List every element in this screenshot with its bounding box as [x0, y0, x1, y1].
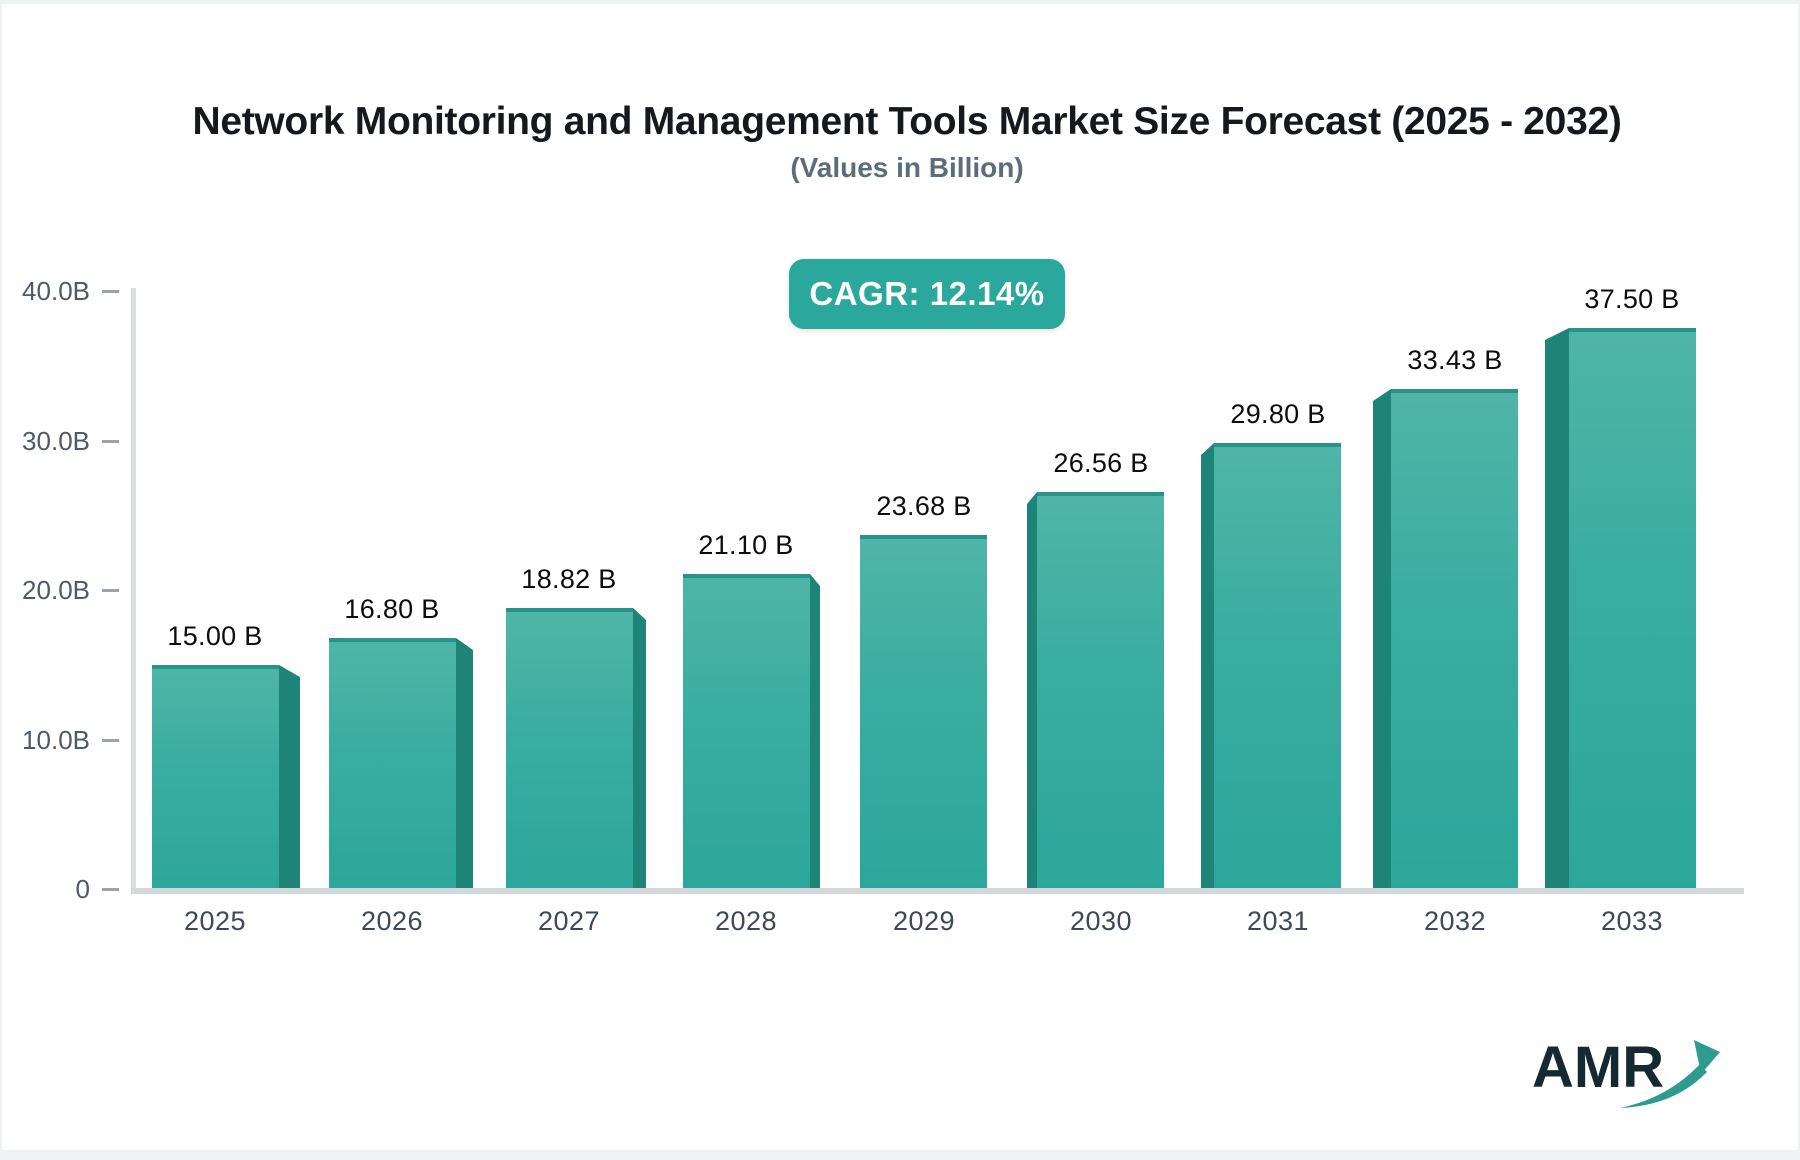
bar-2028 — [683, 574, 820, 891]
bar-value-label-2028: 21.10 B — [698, 530, 794, 560]
bar-face-2028 — [683, 574, 810, 891]
y-tick-label-20.0B: 20.0B — [22, 575, 90, 605]
bar-side-2030 — [1027, 492, 1037, 891]
bar-face-2026 — [329, 638, 456, 891]
bar-2031 — [1201, 443, 1341, 891]
x-tick-label-2028: 2028 — [714, 906, 778, 936]
bar-value-label-2030: 26.56 B — [1053, 448, 1149, 478]
bar-value-label-2026: 16.80 B — [344, 594, 440, 624]
bar-side-2027 — [633, 608, 646, 891]
y-tick-mark-40.0B — [102, 290, 119, 293]
bar-face-2031 — [1214, 443, 1341, 891]
bar-face-2027 — [506, 608, 633, 891]
chart-subtitle: (Values in Billion) — [790, 152, 1024, 183]
bar-2026 — [329, 638, 473, 891]
bar-side-2031 — [1201, 443, 1214, 891]
bar-value-label-2032: 33.43 B — [1407, 345, 1503, 375]
amr-logo-text: AMR — [1532, 1035, 1665, 1100]
bar-value-label-2025: 15.00 B — [167, 621, 263, 651]
bar-side-2033 — [1545, 328, 1569, 891]
bar-side-2028 — [810, 574, 820, 891]
y-tick-mark-20.0B — [102, 589, 119, 592]
chart-title: Network Monitoring and Management Tools … — [192, 100, 1622, 143]
x-tick-label-2032: 2032 — [1423, 906, 1487, 936]
bar-value-label-2027: 18.82 B — [521, 564, 617, 594]
bar-side-2026 — [456, 638, 473, 891]
growth-arrow-icon — [1620, 1040, 1720, 1108]
bar-value-label-2033: 37.50 B — [1584, 284, 1680, 314]
cagr-badge: CAGR: 12.14% — [789, 259, 1065, 329]
y-tick-label-40.0B: 40.0B — [22, 276, 90, 306]
bar-face-2032 — [1391, 389, 1518, 891]
bar-face-2030 — [1037, 492, 1164, 891]
y-tick-label-10.0B: 10.0B — [22, 724, 90, 755]
x-tick-label-2029: 2029 — [892, 906, 956, 936]
bar-face-2033 — [1569, 328, 1696, 891]
y-tick-label-30.0B: 30.0B — [22, 425, 90, 456]
y-tick-mark-30.0B — [102, 439, 119, 443]
x-tick-label-2027: 2027 — [537, 906, 601, 936]
x-tick-label-2033: 2033 — [1600, 906, 1664, 936]
chart-card: Network Monitoring and Management Tools … — [2, 4, 1798, 1150]
x-axis-line — [131, 888, 1744, 894]
y-tick-mark-0 — [102, 888, 119, 891]
bar-2033 — [1545, 328, 1696, 891]
bar-2032 — [1373, 389, 1518, 891]
bar-value-label-2029: 23.68 B — [876, 491, 972, 521]
x-tick-label-2031: 2031 — [1246, 906, 1310, 936]
bar-2025 — [152, 665, 300, 891]
bar-side-2025 — [279, 665, 300, 891]
amr-logo: AMR — [1532, 1034, 1720, 1114]
plot-area: 0 10.0B 20.0B 30.0B 40.0B 15.00 B 2025 16.80 B 2… — [2, 4, 1800, 1160]
x-tick-label-2030: 2030 — [1069, 906, 1133, 936]
y-tick-label-0: 0 — [75, 874, 90, 904]
bar-value-label-2031: 29.80 B — [1230, 399, 1326, 429]
bar-side-2032 — [1373, 389, 1391, 891]
cagr-badge-label: CAGR: 12.14% — [809, 275, 1045, 312]
y-tick-mark-10.0B — [102, 738, 119, 742]
bar-2027 — [506, 608, 646, 891]
x-tick-label-2025: 2025 — [183, 906, 247, 936]
bar-face-2029 — [860, 535, 987, 891]
bar-2029 — [860, 535, 987, 891]
bar-face-2025 — [152, 665, 279, 891]
y-axis-line — [131, 288, 136, 894]
x-tick-label-2026: 2026 — [360, 906, 424, 936]
bar-2030 — [1027, 492, 1164, 891]
